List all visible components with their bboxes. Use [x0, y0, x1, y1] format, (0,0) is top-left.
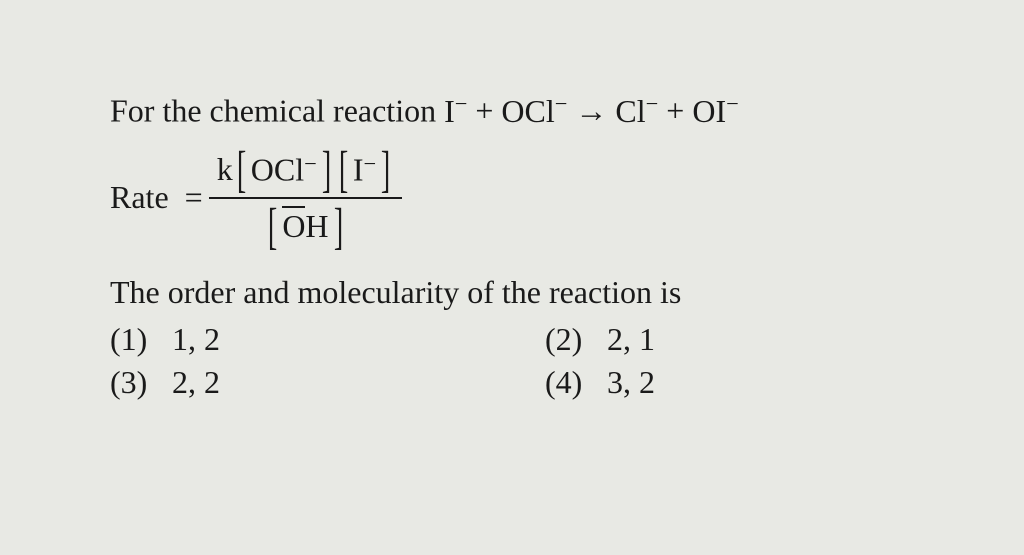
charge-cl: −: [646, 91, 659, 116]
option-4-val: 3, 2: [607, 364, 655, 401]
option-2-val: 2, 1: [607, 321, 655, 358]
i-text: I−: [352, 149, 377, 189]
charge-ocl: −: [555, 91, 568, 116]
plus-1: +: [467, 93, 501, 129]
product-chloride: Cl−: [615, 93, 658, 129]
ocl-base: OCl: [251, 152, 304, 188]
rate-fraction: k [ OCl− ] [ I− ] [ OH ]: [209, 142, 402, 254]
ocl-charge: −: [304, 151, 317, 176]
species-cl: Cl: [615, 93, 645, 129]
option-3-num: (3): [110, 364, 158, 401]
i-base: I: [353, 152, 364, 188]
charge-oi: −: [726, 91, 739, 116]
rate-label: Rate: [110, 179, 169, 216]
option-3[interactable]: (3) 2, 2: [110, 364, 435, 401]
option-3-val: 2, 2: [172, 364, 220, 401]
ocl-text: OCl−: [250, 149, 318, 189]
option-1-num: (1): [110, 321, 158, 358]
option-4-num: (4): [545, 364, 593, 401]
rate-equation: Rate = k [ OCl− ] [ I− ] [ OH ]: [110, 142, 924, 254]
option-1-val: 1, 2: [172, 321, 220, 358]
bracket-right-3: ]: [333, 201, 342, 252]
charge-i: −: [455, 91, 468, 116]
option-1[interactable]: (1) 1, 2: [110, 321, 435, 358]
answer-options: (1) 1, 2 (2) 2, 1 (3) 2, 2 (4) 3, 2: [110, 321, 870, 401]
i-charge: −: [363, 151, 376, 176]
bracket-left-3: [: [268, 201, 277, 252]
option-2-num: (2): [545, 321, 593, 358]
o-with-bar: O: [282, 208, 305, 245]
conc-i: [ I− ]: [335, 144, 394, 195]
fraction-numerator: k [ OCl− ] [ I− ]: [209, 142, 402, 199]
reactant-iodide: I−: [444, 93, 467, 129]
species-oi: OI: [692, 93, 726, 129]
question-line-2: The order and molecularity of the reacti…: [110, 274, 924, 311]
plus-2: +: [658, 93, 692, 129]
species-i: I: [444, 93, 455, 129]
bracket-right-2: ]: [381, 144, 390, 195]
bracket-left-2: [: [339, 144, 348, 195]
rate-constant-k: k: [217, 151, 233, 188]
oh-text: OH: [281, 208, 329, 245]
question-line-1: For the chemical reaction I− + OCl− → Cl…: [110, 90, 924, 130]
option-4[interactable]: (4) 3, 2: [545, 364, 870, 401]
conc-oh: [ OH ]: [264, 201, 346, 252]
reactant-hypochlorite: OCl−: [501, 93, 567, 129]
equals-sign: =: [185, 179, 203, 216]
product-hypoiodite: OI−: [692, 93, 738, 129]
bracket-left: [: [237, 144, 246, 195]
conc-ocl: [ OCl− ]: [233, 144, 335, 195]
line1-prefix: For the chemical reaction: [110, 93, 444, 129]
oh-h: H: [305, 208, 328, 244]
species-ocl: OCl: [501, 93, 554, 129]
option-2[interactable]: (2) 2, 1: [545, 321, 870, 358]
fraction-denominator: [ OH ]: [256, 199, 354, 254]
reaction-arrow: →: [567, 93, 615, 129]
bracket-right: ]: [322, 144, 331, 195]
